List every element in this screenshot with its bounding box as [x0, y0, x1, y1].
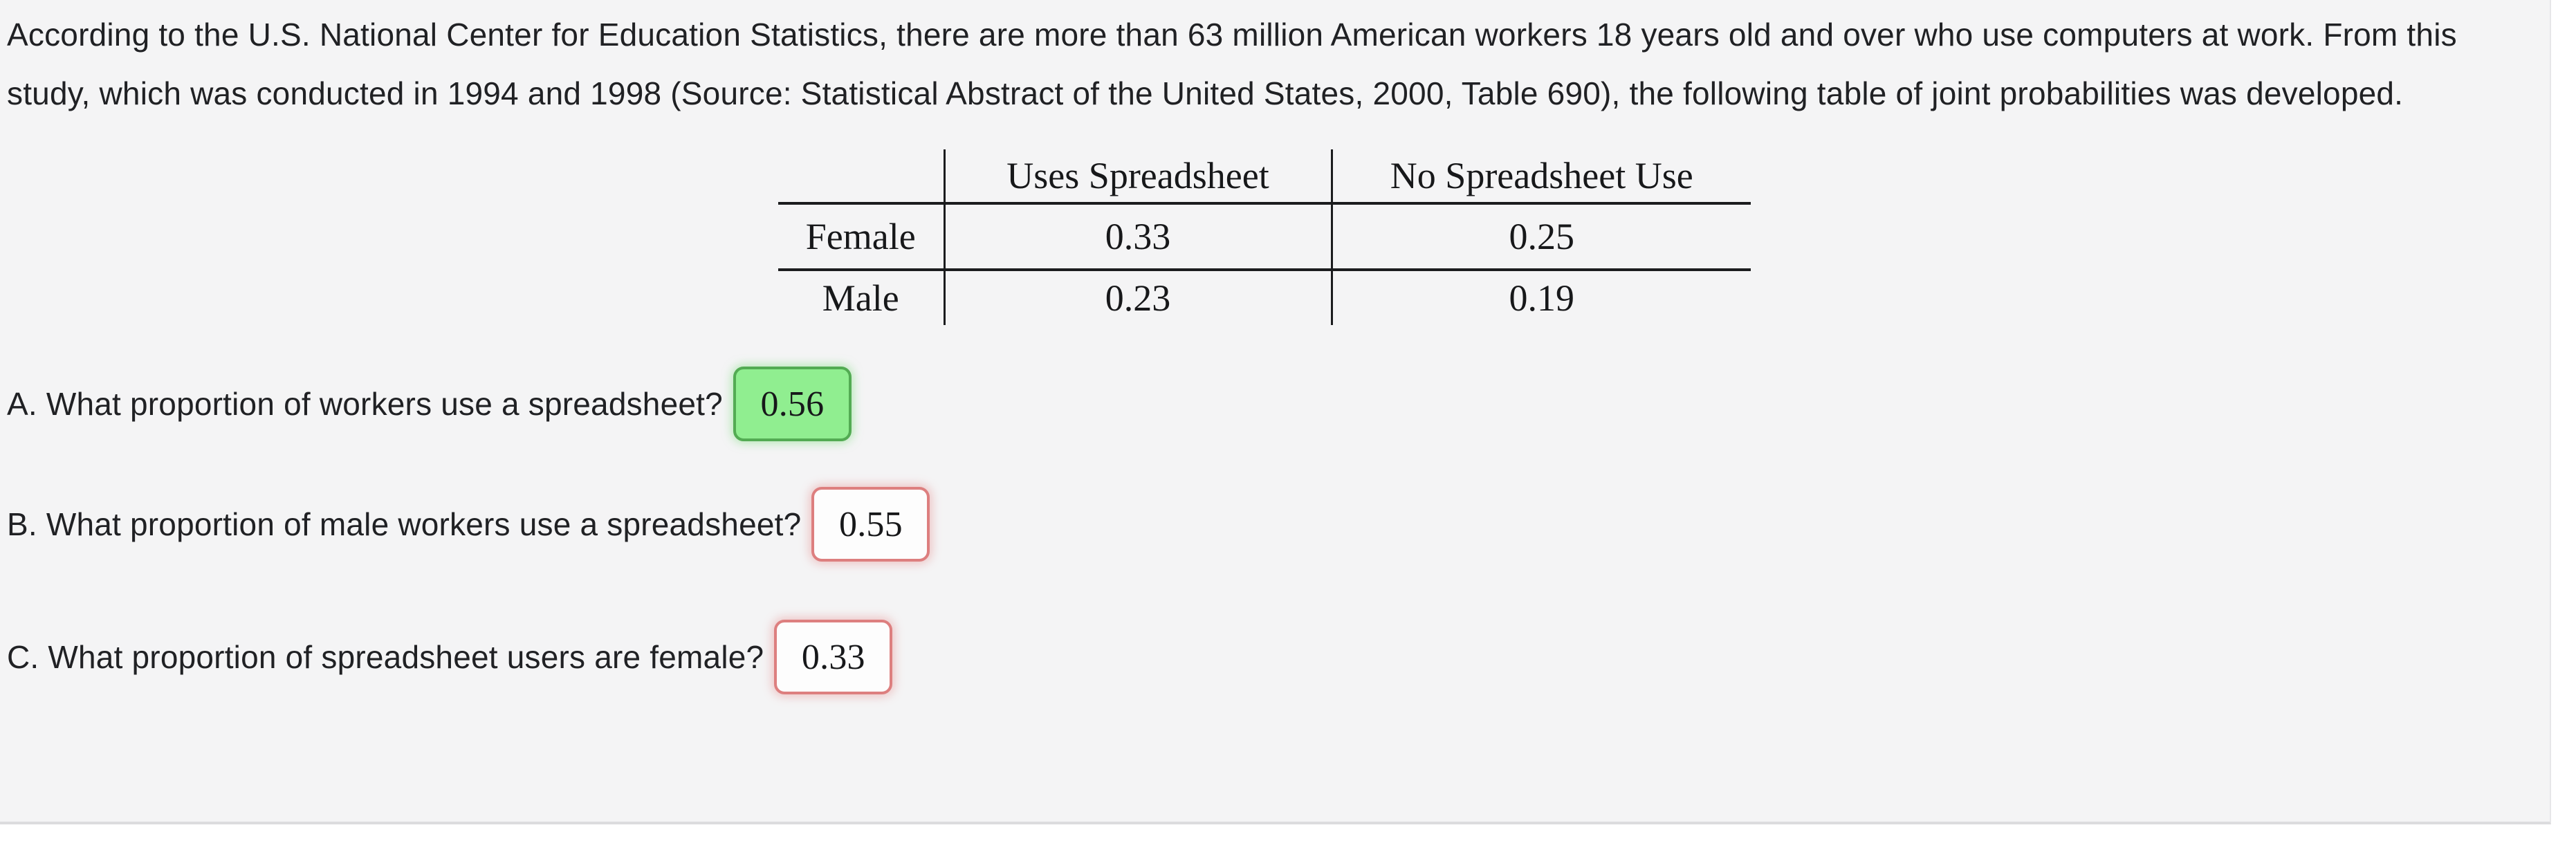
joint-probability-table: Uses Spreadsheet No Spreadsheet Use Fema…: [778, 149, 1751, 325]
question-row-c: C. What proportion of spreadsheet users …: [7, 620, 2522, 694]
question-b-answer-field[interactable]: 0.55: [811, 487, 930, 562]
cell-male-no-use: 0.19: [1509, 277, 1575, 319]
table-row-male: Male 0.23 0.19: [778, 270, 1751, 325]
question-a-answer-field[interactable]: 0.56: [733, 367, 852, 441]
quiz-content-panel: According to the U.S. National Center fo…: [0, 0, 2551, 824]
table-header-no-spreadsheet-use: No Spreadsheet Use: [1332, 149, 1751, 205]
cell-male-uses: 0.23: [944, 270, 1333, 325]
question-c-label: C. What proportion of spreadsheet users …: [7, 639, 764, 675]
joint-probability-table-zone: Uses Spreadsheet No Spreadsheet Use Fema…: [7, 149, 2522, 325]
table-corner-cell: [778, 149, 946, 205]
cell-female-uses: 0.33: [944, 203, 1333, 271]
question-row-a: A. What proportion of workers use a spre…: [7, 367, 2522, 441]
table-header-row: Uses Spreadsheet No Spreadsheet Use: [778, 149, 1751, 205]
question-row-b: B. What proportion of male workers use a…: [7, 487, 2522, 562]
quiz-content: According to the U.S. National Center fo…: [7, 17, 2522, 694]
problem-statement: According to the U.S. National Center fo…: [7, 17, 2457, 111]
question-c-answer-field[interactable]: 0.33: [774, 620, 893, 694]
row-label-male: Male: [778, 270, 946, 325]
question-a-label: A. What proportion of workers use a spre…: [7, 386, 723, 422]
question-b-label: B. What proportion of male workers use a…: [7, 506, 802, 542]
table-header-uses-spreadsheet: Uses Spreadsheet: [944, 149, 1333, 205]
row-label-female: Female: [778, 203, 946, 271]
table-row-female: Female 0.33 0.25: [778, 203, 1751, 271]
cell-female-no-use: 0.25: [1332, 203, 1751, 271]
